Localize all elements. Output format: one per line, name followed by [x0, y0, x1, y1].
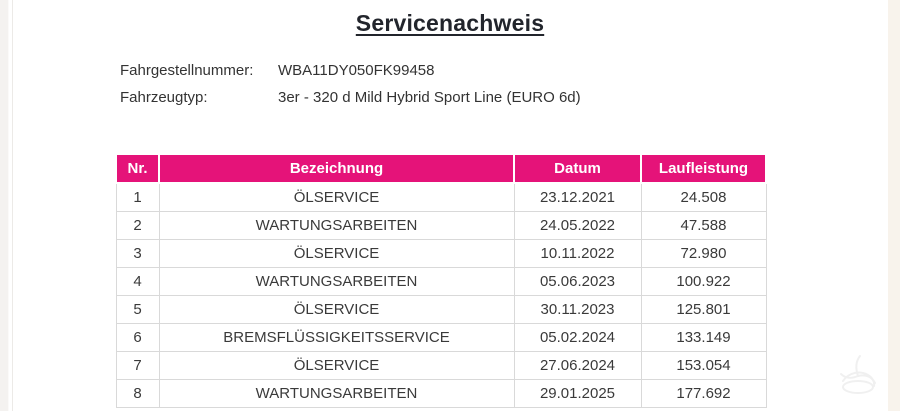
table-cell-laufleistung: 177.692 — [640, 378, 767, 408]
table-row: 6 BREMSFLÜSSIGKEITSSERVICE 05.02.2024 133.1… — [115, 322, 767, 352]
table-cell-nr: 4 — [115, 266, 160, 296]
table-cell-laufleistung: 100.922 — [640, 266, 767, 296]
vehicle-vin-row: Fahrgestellnummer: WBA11DY050FK99458 — [120, 57, 581, 84]
table-cell-datum: 29.01.2025 — [513, 378, 642, 408]
table-row: 1 ÖLSERVICE 23.12.2021 24.508 — [115, 182, 767, 212]
table-cell-datum: 05.06.2023 — [513, 266, 642, 296]
column-header-laufleistung: Laufleistung — [640, 153, 767, 184]
column-header-bezeichnung: Bezeichnung — [158, 153, 515, 184]
table-row: 8 WARTUNGSARBEITEN 29.01.2025 177.692 — [115, 378, 767, 408]
table-cell-laufleistung: 153.054 — [640, 350, 767, 380]
table-cell-bezeichnung: ÖLSERVICE — [158, 238, 515, 268]
column-header-datum: Datum — [513, 153, 642, 184]
table-cell-bezeichnung: ÖLSERVICE — [158, 182, 515, 212]
page-title: Servicenachweis — [355, 10, 545, 36]
table-cell-bezeichnung: ÖLSERVICE — [158, 294, 515, 324]
page-left-margin-line — [12, 0, 13, 411]
table-row: 4 WARTUNGSARBEITEN 05.06.2023 100.922 — [115, 266, 767, 296]
column-header-nr: Nr. — [115, 153, 160, 184]
table-cell-datum: 24.05.2022 — [513, 210, 642, 240]
table-cell-bezeichnung: BREMSFLÜSSIGKEITSSERVICE — [158, 322, 515, 352]
vehicle-type-row: Fahrzeugtyp: 3er - 320 d Mild Hybrid Spo… — [120, 84, 581, 111]
vehicle-type-value: 3er - 320 d Mild Hybrid Sport Line (EURO… — [278, 89, 581, 106]
table-cell-bezeichnung: ÖLSERVICE — [158, 350, 515, 380]
table-cell-bezeichnung: WARTUNGSARBEITEN — [158, 266, 515, 296]
table-cell-nr: 7 — [115, 350, 160, 380]
table-cell-datum: 05.02.2024 — [513, 322, 642, 352]
table-cell-nr: 8 — [115, 378, 160, 408]
table-cell-datum: 23.12.2021 — [513, 182, 642, 212]
table-cell-laufleistung: 72.980 — [640, 238, 767, 268]
table-cell-bezeichnung: WARTUNGSARBEITEN — [158, 210, 515, 240]
table-cell-bezeichnung: WARTUNGSARBEITEN — [158, 378, 515, 408]
table-row: 5 ÖLSERVICE 30.11.2023 125.801 — [115, 294, 767, 324]
table-cell-laufleistung: 133.149 — [640, 322, 767, 352]
table-cell-datum: 10.11.2022 — [513, 238, 642, 268]
table-cell-nr: 3 — [115, 238, 160, 268]
page-left-margin-strip — [0, 0, 9, 411]
service-table-body: 1 ÖLSERVICE 23.12.2021 24.508 2 WARTUNGSARBEI… — [115, 182, 767, 408]
vehicle-info: Fahrgestellnummer: WBA11DY050FK99458 Fah… — [120, 57, 581, 111]
table-cell-laufleistung: 24.508 — [640, 182, 767, 212]
vin-label: Fahrgestellnummer: — [120, 62, 254, 79]
vehicle-type-label: Fahrzeugtyp: — [120, 89, 208, 106]
table-row: 2 WARTUNGSARBEITEN 24.05.2022 47.588 — [115, 210, 767, 240]
autoplius-logo-icon — [840, 355, 876, 394]
table-row: 3 ÖLSERVICE 10.11.2022 72.980 — [115, 238, 767, 268]
table-cell-nr: 2 — [115, 210, 160, 240]
table-row: 7 ÖLSERVICE 27.06.2024 153.054 — [115, 350, 767, 380]
table-cell-datum: 30.11.2023 — [513, 294, 642, 324]
vin-value: WBA11DY050FK99458 — [278, 62, 435, 79]
table-header-row: Nr. Bezeichnung Datum Laufleistung — [115, 153, 767, 184]
table-cell-laufleistung: 125.801 — [640, 294, 767, 324]
service-history-table: Nr. Bezeichnung Datum Laufleistung 1 ÖLSE… — [115, 153, 767, 408]
table-cell-datum: 27.06.2024 — [513, 350, 642, 380]
page-right-margin-strip — [888, 0, 900, 411]
table-cell-nr: 5 — [115, 294, 160, 324]
table-cell-nr: 6 — [115, 322, 160, 352]
table-cell-laufleistung: 47.588 — [640, 210, 767, 240]
table-cell-nr: 1 — [115, 182, 160, 212]
